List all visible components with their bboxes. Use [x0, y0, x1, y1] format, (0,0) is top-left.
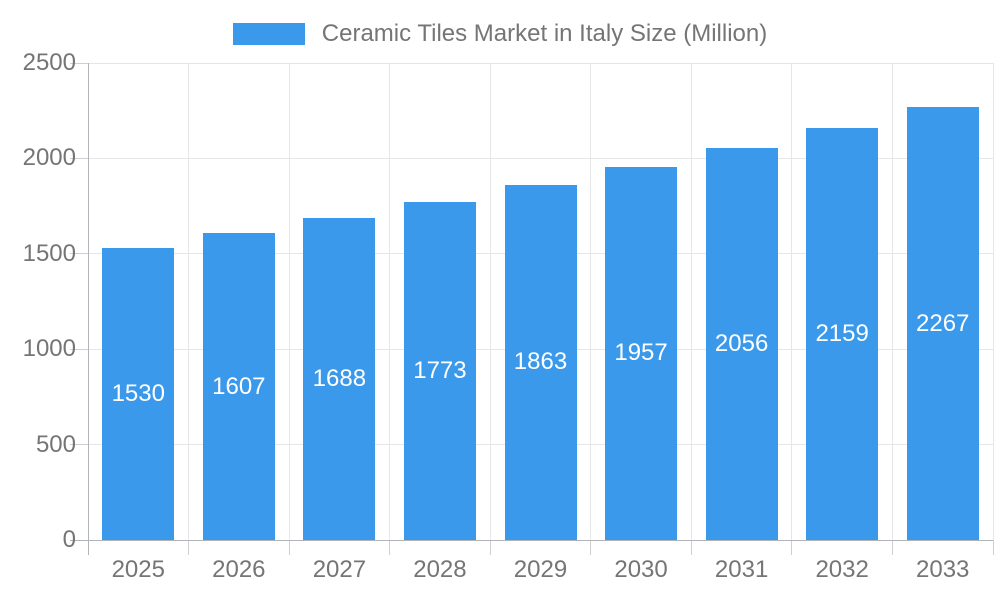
x-axis-tick-label: 2029 — [513, 556, 568, 583]
gridline-horizontal — [88, 157, 993, 159]
x-axis-tick-label: 2033 — [916, 556, 970, 583]
gridline-vertical — [389, 63, 391, 540]
bar[interactable]: 2056 — [705, 147, 778, 540]
legend-label: Ceramic Tiles Market in Italy Size (Mill… — [321, 20, 768, 47]
bar[interactable]: 1607 — [202, 233, 275, 540]
gridline-vertical — [489, 63, 491, 540]
bar[interactable]: 2159 — [806, 128, 879, 540]
legend-item[interactable]: Ceramic Tiles Market in Italy Size (Mill… — [0, 20, 1000, 48]
x-axis-tick-label: 2028 — [413, 556, 467, 583]
x-axis-tick — [891, 540, 893, 555]
x-axis-tick — [590, 540, 592, 555]
y-axis-tick-label: 0 — [62, 526, 76, 553]
gridline-vertical — [891, 63, 893, 540]
y-axis-tick — [70, 253, 88, 255]
bar-value-label: 1530 — [111, 380, 165, 408]
x-axis-tick — [288, 540, 290, 555]
x-axis-tick — [188, 540, 190, 555]
x-axis-tick — [389, 540, 391, 555]
gridline-vertical — [992, 63, 994, 540]
x-axis-tick-label: 2032 — [815, 556, 869, 583]
x-axis-tick — [690, 540, 692, 555]
bar-value-label: 1863 — [513, 348, 568, 376]
x-axis-tick-label: 2030 — [614, 556, 668, 583]
gridline-vertical — [188, 63, 190, 540]
y-axis-tick — [70, 157, 88, 159]
bar[interactable]: 1863 — [504, 184, 577, 540]
y-axis-tick-label: 1000 — [22, 335, 76, 363]
y-axis-tick — [70, 62, 88, 64]
legend-swatch — [232, 23, 305, 45]
y-axis-tick-label: 500 — [35, 430, 76, 458]
bar[interactable]: 1773 — [403, 201, 476, 540]
x-axis-tick — [791, 540, 793, 555]
bar-value-label: 1607 — [212, 372, 266, 400]
x-axis-tick-label: 2026 — [212, 556, 266, 583]
x-axis-tick-label: 2027 — [312, 556, 367, 583]
bar-value-label: 2056 — [714, 329, 769, 357]
gridline-horizontal — [88, 62, 993, 64]
y-axis-tick-label: 1500 — [22, 239, 76, 267]
y-axis-tick — [70, 444, 88, 446]
x-axis-tick — [489, 540, 491, 555]
x-axis-line — [70, 539, 993, 541]
bar[interactable]: 1530 — [102, 248, 175, 540]
y-axis-tick-label: 2000 — [22, 144, 76, 172]
bar-value-label: 1688 — [312, 364, 367, 392]
bar-value-label: 1957 — [614, 339, 668, 367]
gridline-vertical — [791, 63, 793, 540]
bar[interactable]: 1688 — [303, 217, 376, 540]
bar[interactable]: 1957 — [605, 166, 678, 540]
bar[interactable]: 2267 — [906, 107, 979, 540]
y-axis-tick-label: 2500 — [22, 49, 76, 76]
gridline-vertical — [288, 63, 290, 540]
bar-value-label: 2267 — [916, 309, 970, 337]
bar-value-label: 1773 — [413, 356, 467, 384]
gridline-vertical — [690, 63, 692, 540]
x-axis-tick-label: 2025 — [111, 556, 165, 583]
x-axis-tick-label: 2031 — [714, 556, 769, 583]
gridline-vertical — [590, 63, 592, 540]
x-axis-tick — [992, 540, 994, 555]
y-axis-line — [88, 63, 89, 555]
y-axis-tick — [70, 348, 88, 350]
bar-value-label: 2159 — [815, 320, 869, 348]
